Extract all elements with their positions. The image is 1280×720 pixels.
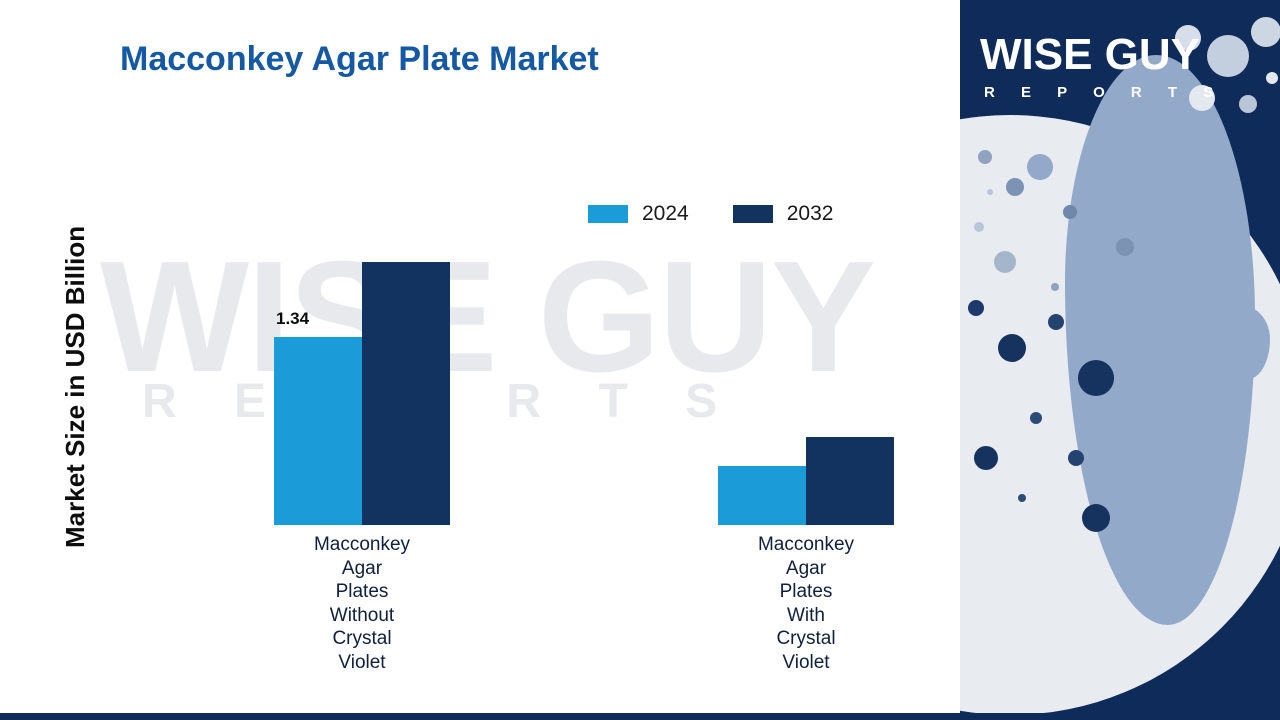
bar-2024-without-crystal-violet: 1.34: [274, 309, 362, 525]
decor-dots-navy: [968, 300, 984, 316]
bar-2024-with-crystal-violet: [718, 466, 806, 525]
decor-dots-head: [1175, 25, 1201, 51]
bar-value-label: 1.34: [276, 309, 310, 328]
bar-2032-with-crystal-violet: [806, 437, 894, 525]
legend-swatch-2032: [732, 205, 773, 223]
chart-legend: 2024 2032: [588, 202, 833, 226]
wiseguy-logo: WISE GUY R E P O R T S: [980, 30, 1225, 102]
bar-chart: 1.34: [274, 262, 894, 525]
category-label-with-crystal-violet: Macconkey Agar Plates With Crystal Viole…: [757, 534, 855, 673]
bottom-accent-bar: [0, 713, 1280, 720]
category-label-without-crystal-violet: Macconkey Agar Plates Without Crystal Vi…: [313, 534, 411, 673]
brand-panel: WISE GUY R E P O R T S: [960, 0, 1280, 720]
legend-swatch-2024: [588, 205, 628, 223]
decor-dots-light: [978, 150, 992, 164]
legend-item-2032: 2032: [732, 202, 834, 226]
legend-label-2032: 2032: [786, 202, 834, 225]
logo-wiseguy-text: WISE GUY: [980, 30, 1201, 79]
legend-label-2024: 2024: [642, 202, 689, 225]
face-nose-graphic: [1222, 305, 1270, 379]
legend-item-2024: 2024: [588, 202, 689, 226]
page-title: Macconkey Agar Plate Market: [120, 40, 599, 78]
logo-reports-text: R E P O R T S: [984, 84, 1225, 102]
bar-2032-without-crystal-violet: [362, 262, 450, 525]
